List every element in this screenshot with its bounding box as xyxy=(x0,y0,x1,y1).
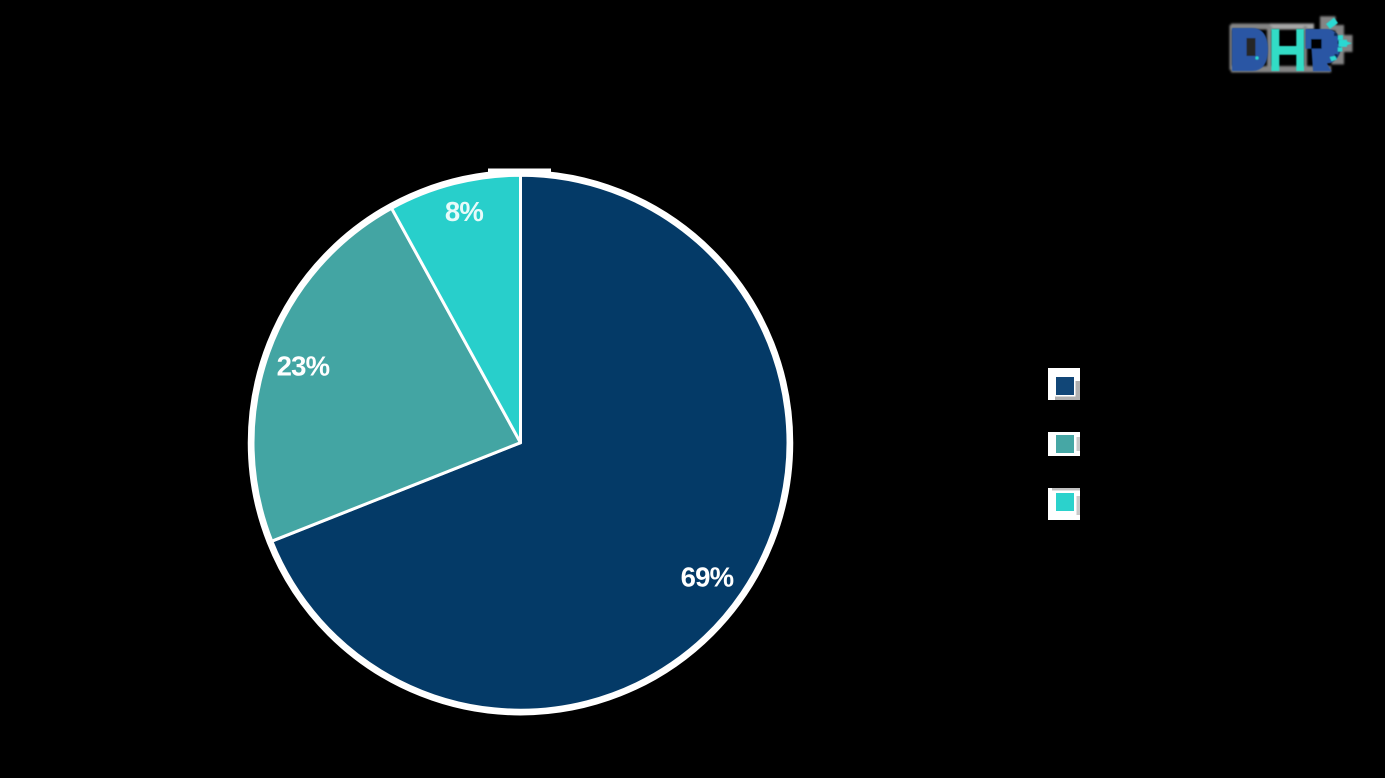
svg-text:69%: 69% xyxy=(681,562,734,593)
svg-text:23%: 23% xyxy=(277,351,330,382)
svg-text:8%: 8% xyxy=(445,196,483,227)
